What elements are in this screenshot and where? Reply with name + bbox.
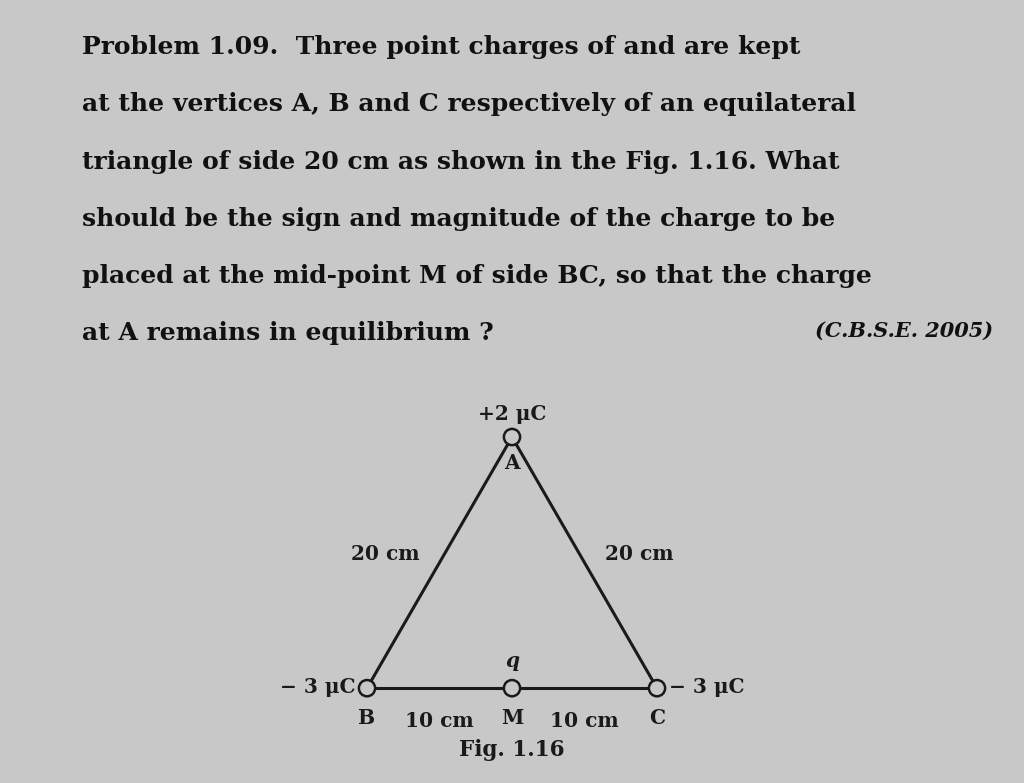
Text: placed at the mid-point M of side BC, so that the charge: placed at the mid-point M of side BC, so… (82, 264, 871, 288)
Circle shape (649, 680, 666, 696)
Text: B: B (358, 709, 376, 728)
Text: M: M (501, 709, 523, 728)
Circle shape (504, 429, 520, 446)
Text: Fig. 1.16: Fig. 1.16 (459, 738, 565, 760)
Text: A: A (504, 453, 520, 473)
Text: 10 cm: 10 cm (406, 712, 474, 731)
Text: − 3 μC: − 3 μC (669, 677, 744, 697)
Circle shape (504, 680, 520, 696)
Text: at A remains in equilibrium ?: at A remains in equilibrium ? (82, 321, 494, 345)
Text: triangle of side 20 cm as shown in the Fig. 1.16. What: triangle of side 20 cm as shown in the F… (82, 150, 840, 174)
Text: C: C (649, 709, 665, 728)
Text: − 3 μC: − 3 μC (280, 677, 355, 697)
Text: 20 cm: 20 cm (605, 544, 674, 564)
Text: 20 cm: 20 cm (350, 544, 419, 564)
Text: Problem 1.09.  Three point charges of and are kept: Problem 1.09. Three point charges of and… (82, 35, 801, 60)
Text: should be the sign and magnitude of the charge to be: should be the sign and magnitude of the … (82, 207, 836, 231)
Text: q: q (505, 651, 519, 671)
Text: at the vertices A, B and C respectively of an equilateral: at the vertices A, B and C respectively … (82, 92, 856, 117)
Text: 10 cm: 10 cm (550, 712, 618, 731)
Text: (C.B.S.E. 2005): (C.B.S.E. 2005) (815, 321, 993, 341)
Circle shape (358, 680, 375, 696)
Text: +2 μC: +2 μC (478, 404, 546, 424)
